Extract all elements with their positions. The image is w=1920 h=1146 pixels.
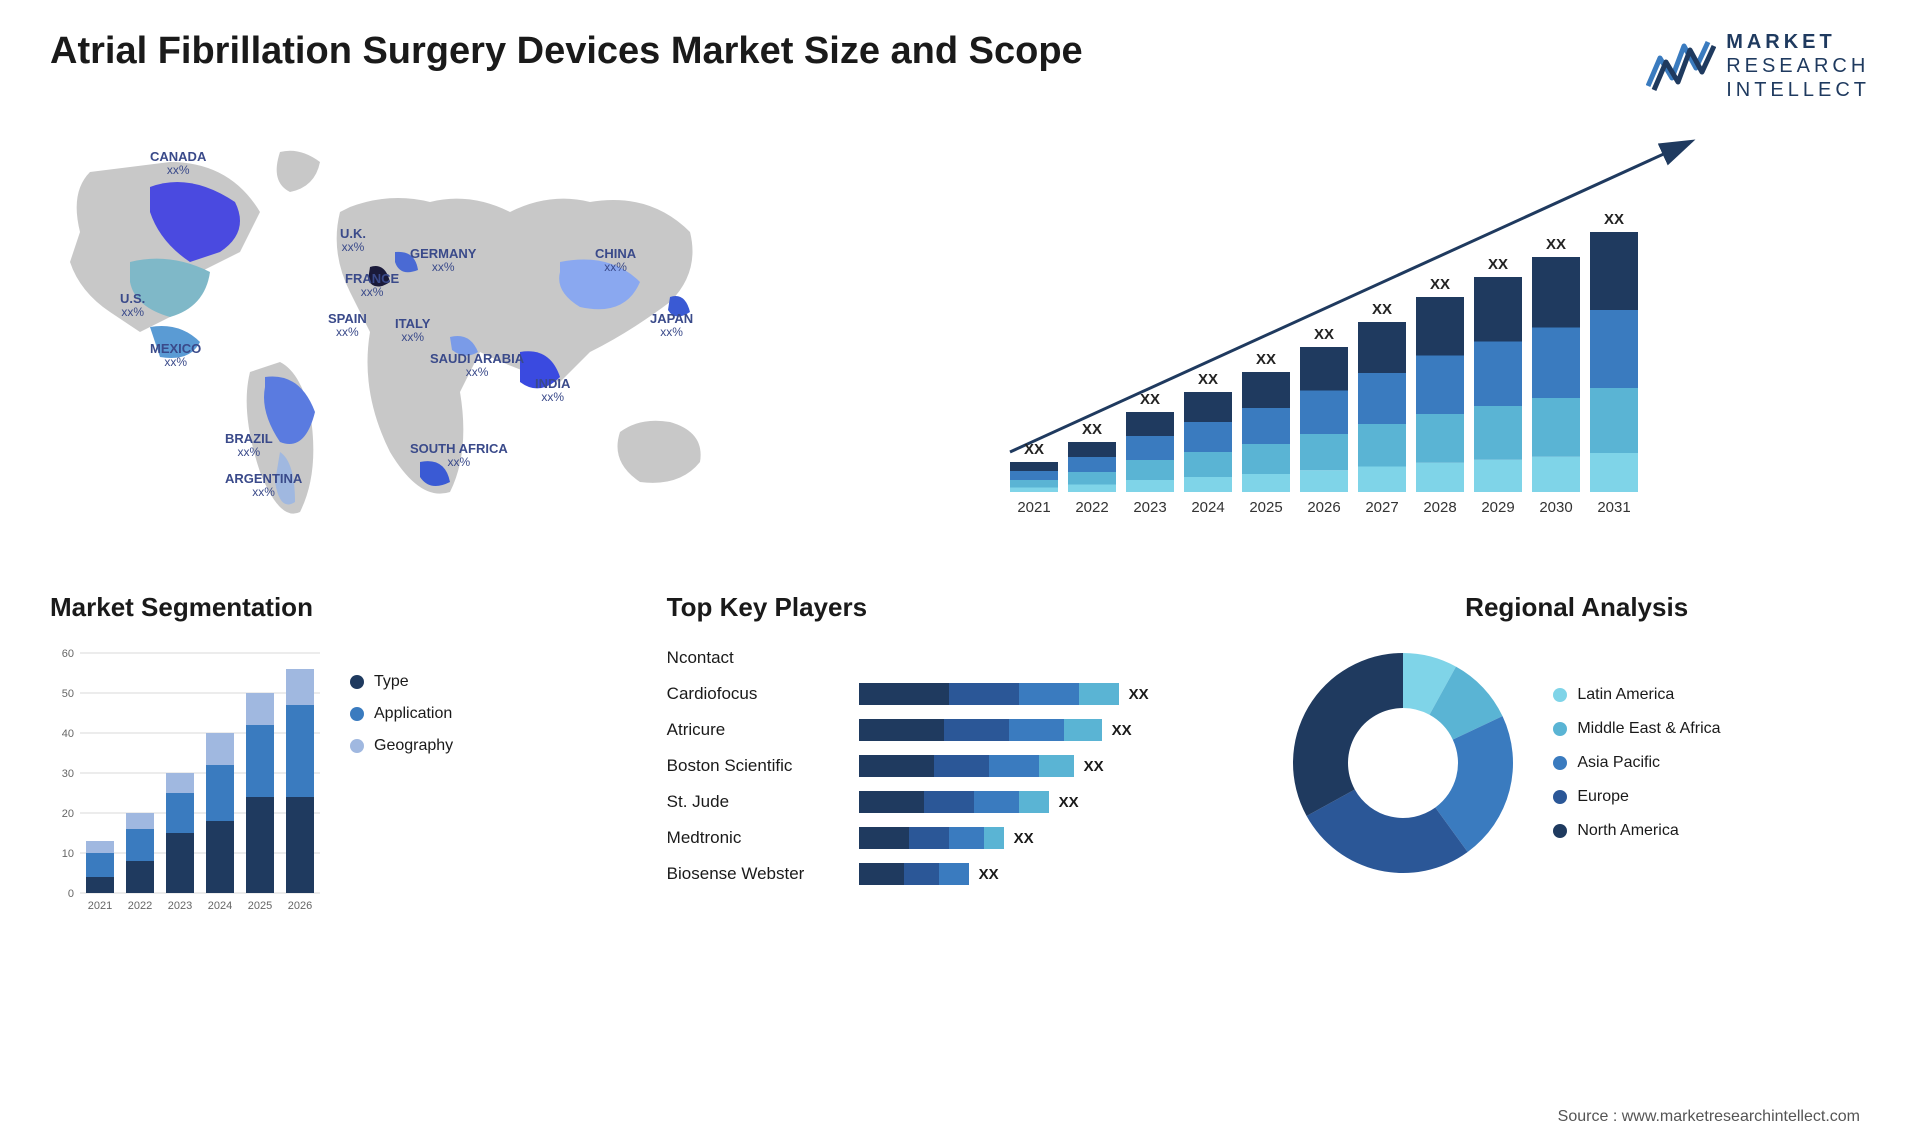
svg-text:XX: XX <box>1372 301 1392 318</box>
map-label: CHINAxx% <box>595 247 636 274</box>
svg-text:XX: XX <box>1604 211 1624 228</box>
players-panel: Top Key Players NcontactCardiofocusXXAtr… <box>667 592 1254 932</box>
legend-item: Application <box>350 705 453 723</box>
player-name: Biosense Webster <box>667 864 847 884</box>
logo-line3: INTELLECT <box>1726 78 1870 102</box>
source-text: Source : www.marketresearchintellect.com <box>1558 1108 1860 1126</box>
svg-text:2024: 2024 <box>208 900 232 912</box>
map-label: JAPANxx% <box>650 312 693 339</box>
svg-text:2031: 2031 <box>1597 499 1630 516</box>
svg-text:XX: XX <box>1430 276 1450 293</box>
svg-text:2028: 2028 <box>1423 499 1456 516</box>
legend-item: North America <box>1553 822 1720 840</box>
svg-text:2022: 2022 <box>128 900 152 912</box>
player-value: XX <box>979 866 999 883</box>
svg-text:XX: XX <box>1082 421 1102 438</box>
regional-panel: Regional Analysis Latin America Middle Ea… <box>1283 592 1870 932</box>
player-name: Medtronic <box>667 828 847 848</box>
map-label: CANADAxx% <box>150 150 206 177</box>
svg-text:50: 50 <box>62 688 74 700</box>
map-label: MEXICOxx% <box>150 342 201 369</box>
svg-text:XX: XX <box>1256 351 1276 368</box>
map-label: ARGENTINAxx% <box>225 472 302 499</box>
map-label: GERMANYxx% <box>410 247 476 274</box>
svg-text:XX: XX <box>1546 236 1566 253</box>
segmentation-panel: Market Segmentation 0 10 20 30 40 50 60 2021 202… <box>50 592 637 932</box>
map-label: U.K.xx% <box>340 227 366 254</box>
player-name: Cardiofocus <box>667 684 847 704</box>
svg-text:2023: 2023 <box>168 900 192 912</box>
svg-text:10: 10 <box>62 848 74 860</box>
map-label: INDIAxx% <box>535 377 570 404</box>
svg-text:2027: 2027 <box>1365 499 1398 516</box>
legend-item: Type <box>350 673 453 691</box>
player-name: Atricure <box>667 720 847 740</box>
legend-item: Geography <box>350 737 453 755</box>
svg-text:0: 0 <box>68 888 74 900</box>
logo-line1: MARKET <box>1726 30 1870 54</box>
svg-text:2022: 2022 <box>1075 499 1108 516</box>
svg-text:40: 40 <box>62 728 74 740</box>
legend-item: Asia Pacific <box>1553 754 1720 772</box>
legend-item: Europe <box>1553 788 1720 806</box>
svg-text:2025: 2025 <box>248 900 272 912</box>
map-label: SAUDI ARABIAxx% <box>430 352 524 379</box>
svg-text:XX: XX <box>1198 371 1218 388</box>
svg-text:60: 60 <box>62 648 74 660</box>
player-row: Biosense Webster XX <box>667 859 1254 889</box>
map-label: ITALYxx% <box>395 317 430 344</box>
map-label: SOUTH AFRICAxx% <box>410 442 508 469</box>
market-size-chart: XX 2021 XX 2022 XX 2023 XX 2024 XX 2025 XX 2026 XX 20… <box>980 132 1870 552</box>
player-name: St. Jude <box>667 792 847 812</box>
player-value: XX <box>1084 758 1104 775</box>
svg-text:XX: XX <box>1024 441 1044 458</box>
player-row: Cardiofocus XX <box>667 679 1254 709</box>
svg-text:2024: 2024 <box>1191 499 1224 516</box>
segmentation-title: Market Segmentation <box>50 592 637 623</box>
player-value: XX <box>1059 794 1079 811</box>
svg-text:XX: XX <box>1488 256 1508 273</box>
svg-text:20: 20 <box>62 808 74 820</box>
map-label: BRAZILxx% <box>225 432 273 459</box>
svg-text:2021: 2021 <box>1017 499 1050 516</box>
players-title: Top Key Players <box>667 592 1254 623</box>
logo-line2: RESEARCH <box>1726 54 1870 78</box>
svg-text:2026: 2026 <box>1307 499 1340 516</box>
svg-text:2023: 2023 <box>1133 499 1166 516</box>
svg-text:2026: 2026 <box>288 900 312 912</box>
map-label: SPAINxx% <box>328 312 367 339</box>
map-label: U.S.xx% <box>120 292 145 319</box>
regional-title: Regional Analysis <box>1283 592 1870 623</box>
legend-item: Middle East & Africa <box>1553 720 1720 738</box>
player-row: Medtronic XX <box>667 823 1254 853</box>
player-row: Ncontact <box>667 643 1254 673</box>
player-row: Atricure XX <box>667 715 1254 745</box>
svg-text:XX: XX <box>1314 326 1334 343</box>
legend-item: Latin America <box>1553 686 1720 704</box>
map-label: FRANCExx% <box>345 272 399 299</box>
player-name: Ncontact <box>667 648 847 668</box>
svg-text:XX: XX <box>1140 391 1160 408</box>
player-value: XX <box>1014 830 1034 847</box>
player-row: St. Jude XX <box>667 787 1254 817</box>
logo: MARKET RESEARCH INTELLECT <box>1646 30 1870 102</box>
svg-text:2030: 2030 <box>1539 499 1572 516</box>
svg-text:2029: 2029 <box>1481 499 1514 516</box>
svg-text:2021: 2021 <box>88 900 112 912</box>
player-value: XX <box>1129 686 1149 703</box>
player-name: Boston Scientific <box>667 756 847 776</box>
page-title: Atrial Fibrillation Surgery Devices Mark… <box>50 30 1083 73</box>
world-map: CANADAxx% U.S.xx%MEXICOxx% BRAZILxx% ARGENT… <box>50 132 940 552</box>
svg-text:2025: 2025 <box>1249 499 1282 516</box>
svg-text:30: 30 <box>62 768 74 780</box>
player-value: XX <box>1112 722 1132 739</box>
player-row: Boston Scientific XX <box>667 751 1254 781</box>
